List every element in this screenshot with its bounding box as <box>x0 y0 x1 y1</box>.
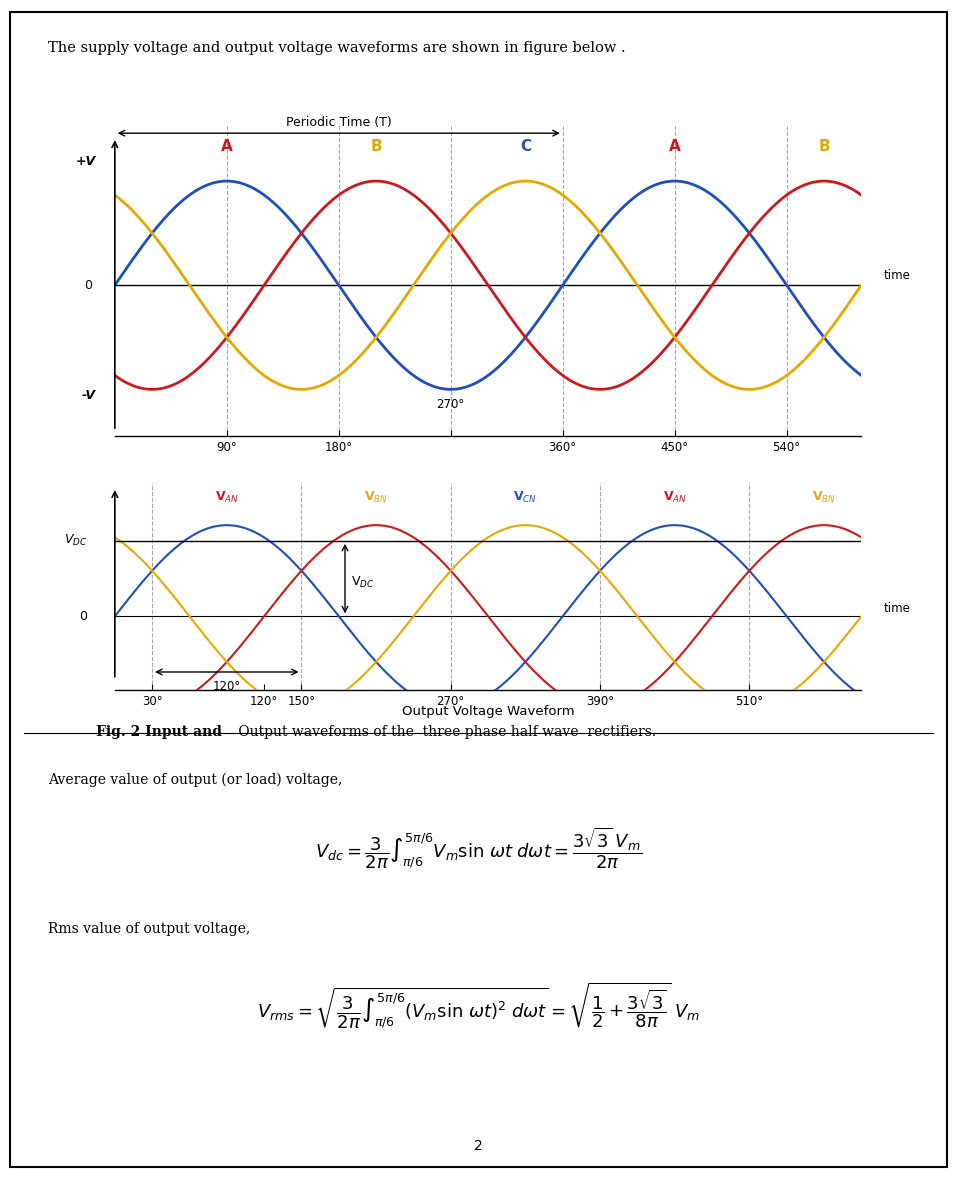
Text: 120°: 120° <box>212 679 241 692</box>
Text: B: B <box>370 139 382 154</box>
Text: V$_{CN}$: V$_{CN}$ <box>513 489 538 505</box>
Text: V$_{AN}$: V$_{AN}$ <box>214 489 239 505</box>
Text: 0: 0 <box>84 278 93 291</box>
Text: time: time <box>883 269 910 282</box>
Text: A: A <box>221 139 233 154</box>
Text: 0: 0 <box>79 610 87 623</box>
Text: Periodic Time (T): Periodic Time (T) <box>286 116 391 129</box>
Text: Output waveforms of the  three phase half wave  rectifiers.: Output waveforms of the three phase half… <box>234 725 657 739</box>
Text: The supply voltage and output voltage waveforms are shown in figure below .: The supply voltage and output voltage wa… <box>48 41 626 55</box>
Text: Output Voltage Waveform: Output Voltage Waveform <box>402 705 574 718</box>
Text: 2: 2 <box>474 1139 483 1153</box>
Text: +V: +V <box>76 154 96 167</box>
Text: $V_{rms} = \sqrt{\dfrac{3}{2\pi}\int_{\pi/6}^{5\pi/6}(V_m \sin\,\omega t)^{2}\;d: $V_{rms} = \sqrt{\dfrac{3}{2\pi}\int_{\p… <box>257 981 700 1032</box>
Text: 270°: 270° <box>436 399 465 411</box>
Text: V$_{DC}$: V$_{DC}$ <box>64 533 87 548</box>
Text: Fig. 2 Input and: Fig. 2 Input and <box>96 725 222 739</box>
Text: -V: -V <box>82 389 96 402</box>
Text: V$_{BN}$: V$_{BN}$ <box>364 489 389 505</box>
Text: Average value of output (or load) voltage,: Average value of output (or load) voltag… <box>48 772 343 786</box>
Text: $V_{dc} = \dfrac{3}{2\pi}\int_{\pi/6}^{5\pi/6}V_m \sin\,\omega t\;d\omega t = \d: $V_{dc} = \dfrac{3}{2\pi}\int_{\pi/6}^{5… <box>315 825 642 871</box>
Text: V$_{AN}$: V$_{AN}$ <box>662 489 687 505</box>
Text: V$_{DC}$: V$_{DC}$ <box>351 575 375 590</box>
Text: time: time <box>883 602 910 615</box>
Text: B: B <box>818 139 830 154</box>
Text: A: A <box>669 139 680 154</box>
Text: Rms value of output voltage,: Rms value of output voltage, <box>48 922 250 936</box>
Text: V$_{BN}$: V$_{BN}$ <box>812 489 836 505</box>
Text: C: C <box>520 139 531 154</box>
